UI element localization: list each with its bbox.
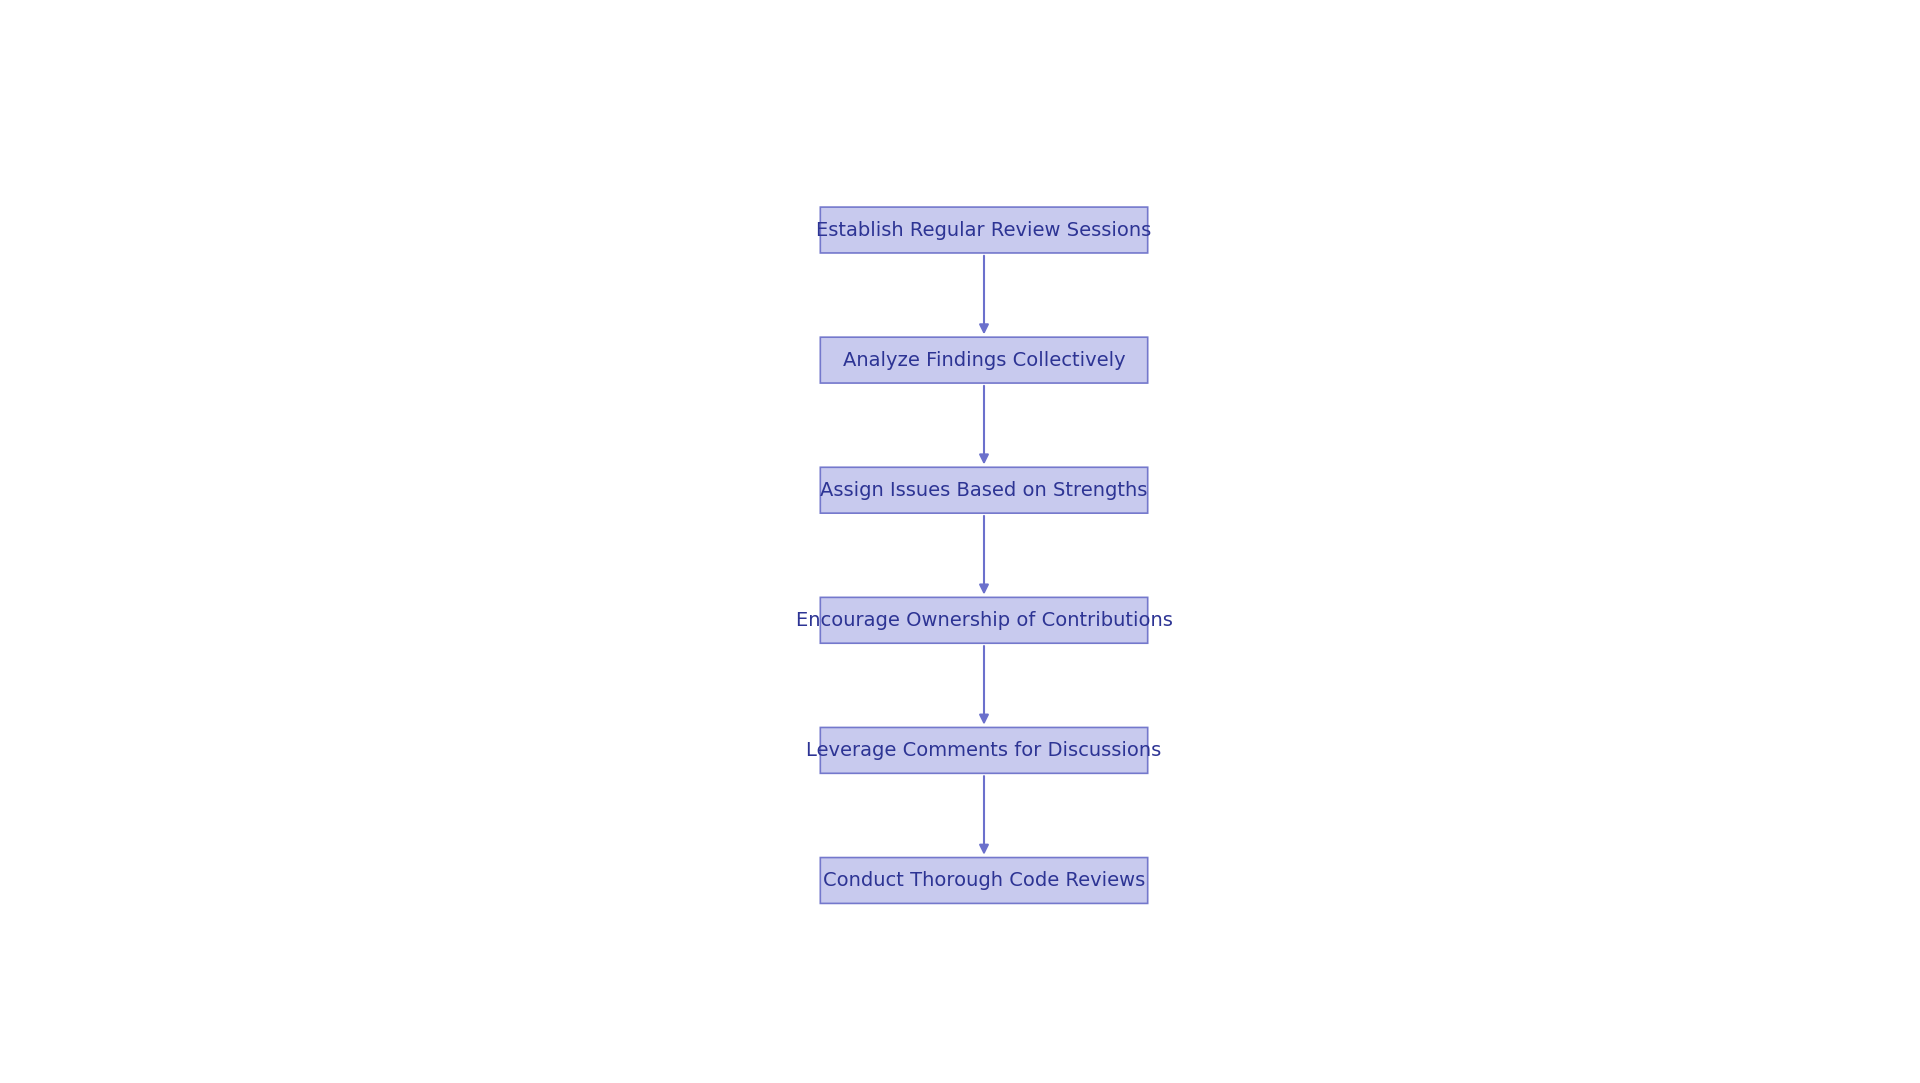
- FancyBboxPatch shape: [820, 858, 1148, 903]
- FancyBboxPatch shape: [820, 728, 1148, 773]
- FancyBboxPatch shape: [820, 467, 1148, 513]
- FancyBboxPatch shape: [820, 207, 1148, 253]
- Text: Establish Regular Review Sessions: Establish Regular Review Sessions: [816, 221, 1152, 239]
- Text: Encourage Ownership of Contributions: Encourage Ownership of Contributions: [795, 611, 1173, 630]
- Text: Leverage Comments for Discussions: Leverage Comments for Discussions: [806, 741, 1162, 760]
- Text: Analyze Findings Collectively: Analyze Findings Collectively: [843, 351, 1125, 369]
- FancyBboxPatch shape: [820, 337, 1148, 383]
- FancyBboxPatch shape: [820, 598, 1148, 643]
- Text: Conduct Thorough Code Reviews: Conduct Thorough Code Reviews: [824, 871, 1144, 890]
- Text: Assign Issues Based on Strengths: Assign Issues Based on Strengths: [820, 481, 1148, 499]
